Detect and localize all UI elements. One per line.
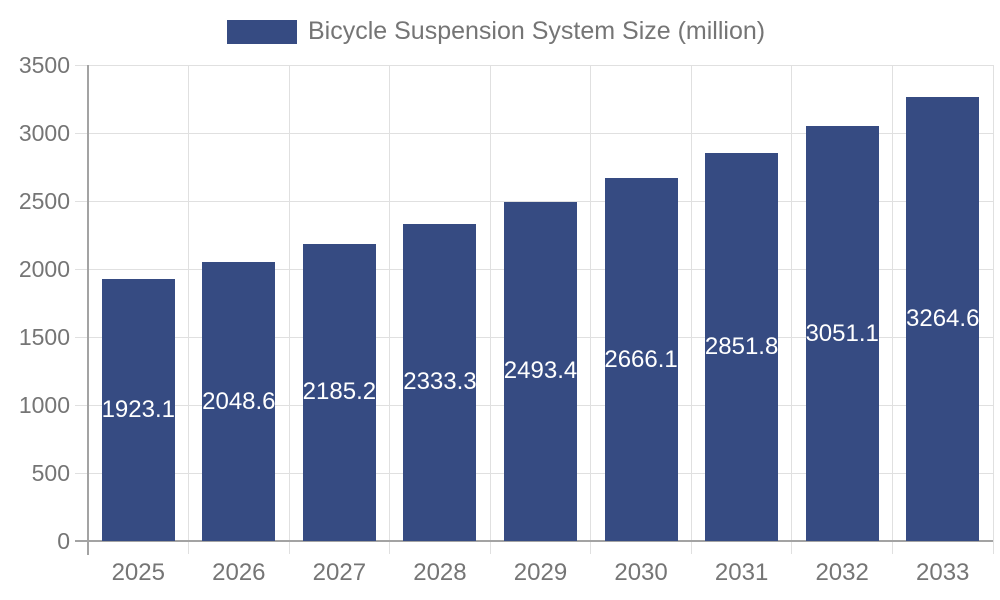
bar-value-label: 2493.4 (503, 357, 578, 385)
x-axis-tick (590, 541, 592, 554)
y-axis-tick-label: 2500 (18, 188, 70, 214)
gridline-vertical (489, 65, 491, 541)
y-axis-tick-label: 500 (31, 460, 70, 486)
gridline-horizontal (88, 200, 993, 202)
x-axis-tick (288, 541, 290, 554)
bar-value-label: 2666.1 (604, 345, 678, 373)
x-axis-tick (489, 541, 491, 554)
bar-value-label: 3051.1 (805, 319, 879, 347)
x-axis-tick-label: 2030 (614, 559, 668, 586)
bar (202, 262, 276, 541)
y-axis-tick (75, 336, 88, 338)
legend-item[interactable]: Bicycle Suspension System Size (million) (227, 19, 765, 44)
bar (101, 279, 175, 541)
x-axis-tick-label: 2026 (212, 559, 266, 586)
y-axis-tick (75, 268, 88, 270)
gridline-vertical (389, 65, 391, 541)
bar-value-label: 2851.8 (704, 333, 779, 361)
legend-label: Bicycle Suspension System Size (million) (308, 17, 766, 45)
y-axis-tick-label: 2000 (18, 256, 70, 282)
x-axis-tick-label: 2033 (916, 559, 970, 586)
x-axis-tick-label: 2025 (111, 559, 165, 586)
x-axis-tick (891, 541, 893, 554)
y-axis-tick (75, 472, 88, 474)
gridline-vertical (690, 65, 692, 541)
bar (604, 178, 678, 541)
legend-swatch (227, 19, 297, 44)
y-axis-tick (75, 132, 88, 134)
bar (403, 223, 477, 541)
y-axis-tick (75, 404, 88, 406)
x-axis-tick-label: 2029 (513, 559, 568, 586)
x-axis-tick (992, 541, 994, 554)
bar (906, 97, 980, 541)
gridline-vertical (188, 65, 190, 541)
x-axis-tick-label: 2032 (815, 559, 869, 586)
bar-value-label: 3264.6 (906, 305, 980, 332)
y-axis-tick-label: 1000 (18, 392, 70, 418)
x-axis-tick (188, 541, 190, 554)
gridline-vertical (791, 65, 793, 541)
bar-value-label: 1923.1 (101, 396, 175, 424)
gridline-vertical (891, 65, 893, 541)
gridline-horizontal (88, 132, 993, 134)
y-axis-tick-label: 0 (57, 528, 70, 554)
x-axis-line (75, 540, 993, 542)
bar (504, 201, 577, 541)
gridline-vertical (590, 65, 592, 541)
bar (302, 243, 376, 541)
bar-value-label: 2185.2 (302, 378, 377, 406)
x-axis-tick-label: 2031 (714, 559, 769, 586)
y-axis-tick-label: 1500 (18, 324, 70, 350)
gridline-vertical (288, 65, 290, 541)
gridline-vertical (992, 65, 994, 541)
x-axis-tick-label: 2028 (413, 559, 467, 586)
bar-value-label: 2048.6 (202, 387, 276, 415)
bar (805, 126, 879, 541)
bar-value-label: 2333.3 (403, 368, 477, 396)
y-axis-tick (75, 64, 88, 66)
y-axis-tick-label: 3000 (18, 120, 70, 146)
gridline-horizontal (88, 64, 993, 66)
y-axis-tick (75, 200, 88, 202)
x-axis-tick (389, 541, 391, 554)
bar (705, 153, 779, 541)
x-axis-tick-label: 2027 (312, 559, 367, 586)
x-axis-tick (690, 541, 692, 554)
y-axis-tick-label: 3500 (18, 52, 70, 78)
y-axis-line (87, 65, 89, 555)
x-axis-tick (791, 541, 793, 554)
